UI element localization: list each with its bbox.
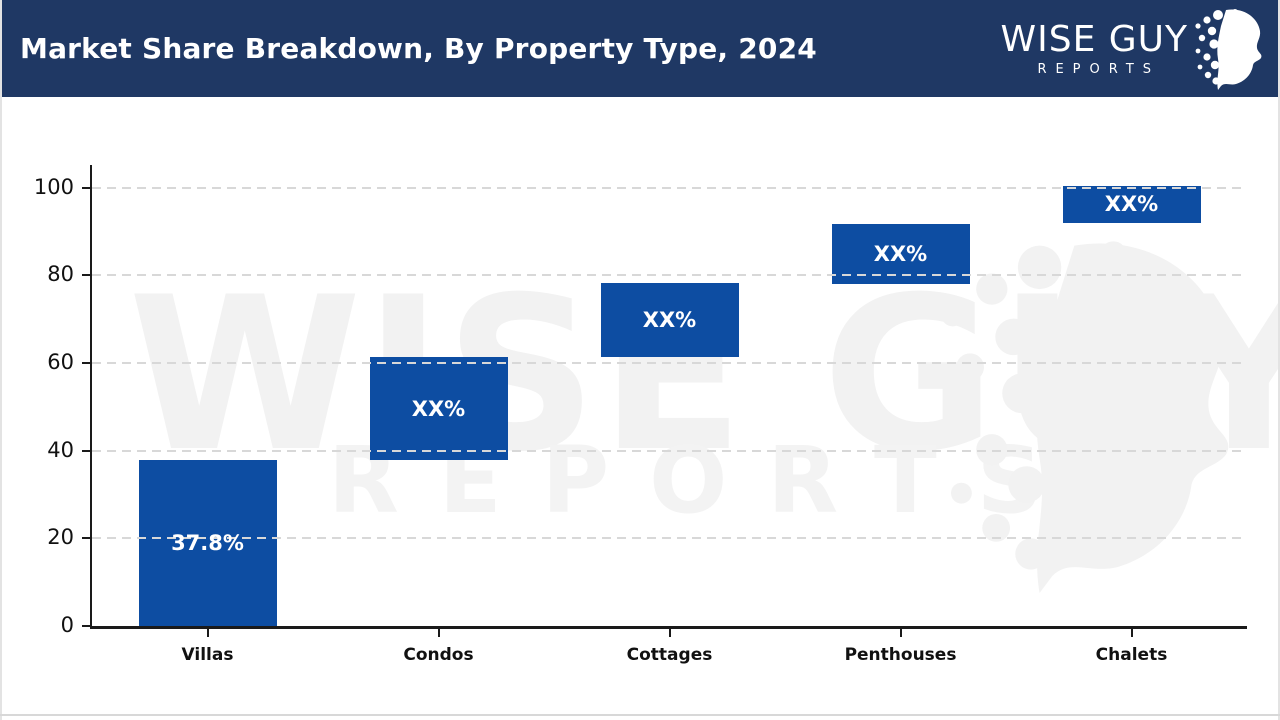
bar-value-label-villas: 37.8% <box>171 531 244 556</box>
wiseguy-logo: WISE GUY REPORTS <box>1001 7 1280 91</box>
page-border-bottom <box>0 714 1280 716</box>
plot-area: 37.8% XX% XX% XX% XX% <box>90 165 1247 629</box>
bar-value-label-cottages: XX% <box>642 308 697 333</box>
page-title: Market Share Breakdown, By Property Type… <box>20 32 817 65</box>
page-border-left <box>0 0 2 720</box>
y-tick-label-60: 60 <box>47 350 74 375</box>
x-tick-mark-villas <box>206 629 209 637</box>
x-category-label-chalets: Chalets <box>1095 645 1168 665</box>
logo-face-icon <box>1195 8 1262 90</box>
y-tick-mark-100 <box>82 186 90 189</box>
y-tick-mark-40 <box>82 449 90 452</box>
wiseguy-logo-text: WISE GUY REPORTS <box>1000 18 1189 77</box>
y-tick-label-100: 100 <box>33 174 74 199</box>
x-category-label-villas: Villas <box>181 645 234 665</box>
x-tick-mark-chalets <box>1130 629 1133 637</box>
y-tick-mark-20 <box>82 537 90 540</box>
x-category-label-penthouses: Penthouses <box>844 645 957 665</box>
waterfall-chart: 0 20 40 60 80 100 37.8% XX% XX% XX% XX% Villas Con… <box>0 97 1280 720</box>
y-tick-label-20: 20 <box>47 525 74 550</box>
y-tick-label-40: 40 <box>47 437 74 462</box>
header-bar: Market Share Breakdown, By Property Type… <box>0 0 1280 97</box>
bar-penthouses <box>831 223 970 285</box>
logo-wordmark: WISE GUY <box>1000 18 1188 60</box>
bar-cottages <box>600 282 739 358</box>
bar-villas <box>138 460 277 626</box>
y-tick-mark-60 <box>82 362 90 365</box>
bar-chalets <box>1062 186 1201 223</box>
bar-value-label-condos: XX% <box>411 396 466 421</box>
y-tick-mark-0 <box>82 625 90 627</box>
logo-subtitle: REPORTS <box>1037 61 1161 77</box>
bar-value-label-penthouses: XX% <box>873 241 928 266</box>
x-category-label-cottages: Cottages <box>626 645 713 665</box>
x-tick-mark-cottages <box>668 629 671 637</box>
gridline-100 <box>92 186 1247 189</box>
gridline-20 <box>92 537 1247 540</box>
gridline-60 <box>92 362 1247 365</box>
y-tick-mark-80 <box>82 274 90 277</box>
page-border-right <box>1278 0 1280 720</box>
x-tick-mark-penthouses <box>899 629 902 637</box>
x-tick-mark-condos <box>437 629 440 637</box>
y-axis: 0 20 40 60 80 100 <box>0 165 90 636</box>
bar-condos <box>369 357 508 461</box>
x-category-label-condos: Condos <box>403 645 474 665</box>
y-tick-label-0: 0 <box>60 613 74 637</box>
gridline-80 <box>92 274 1247 277</box>
bar-value-label-chalets: XX% <box>1104 192 1159 217</box>
y-tick-label-80: 80 <box>47 262 74 287</box>
gridline-40 <box>92 449 1247 452</box>
